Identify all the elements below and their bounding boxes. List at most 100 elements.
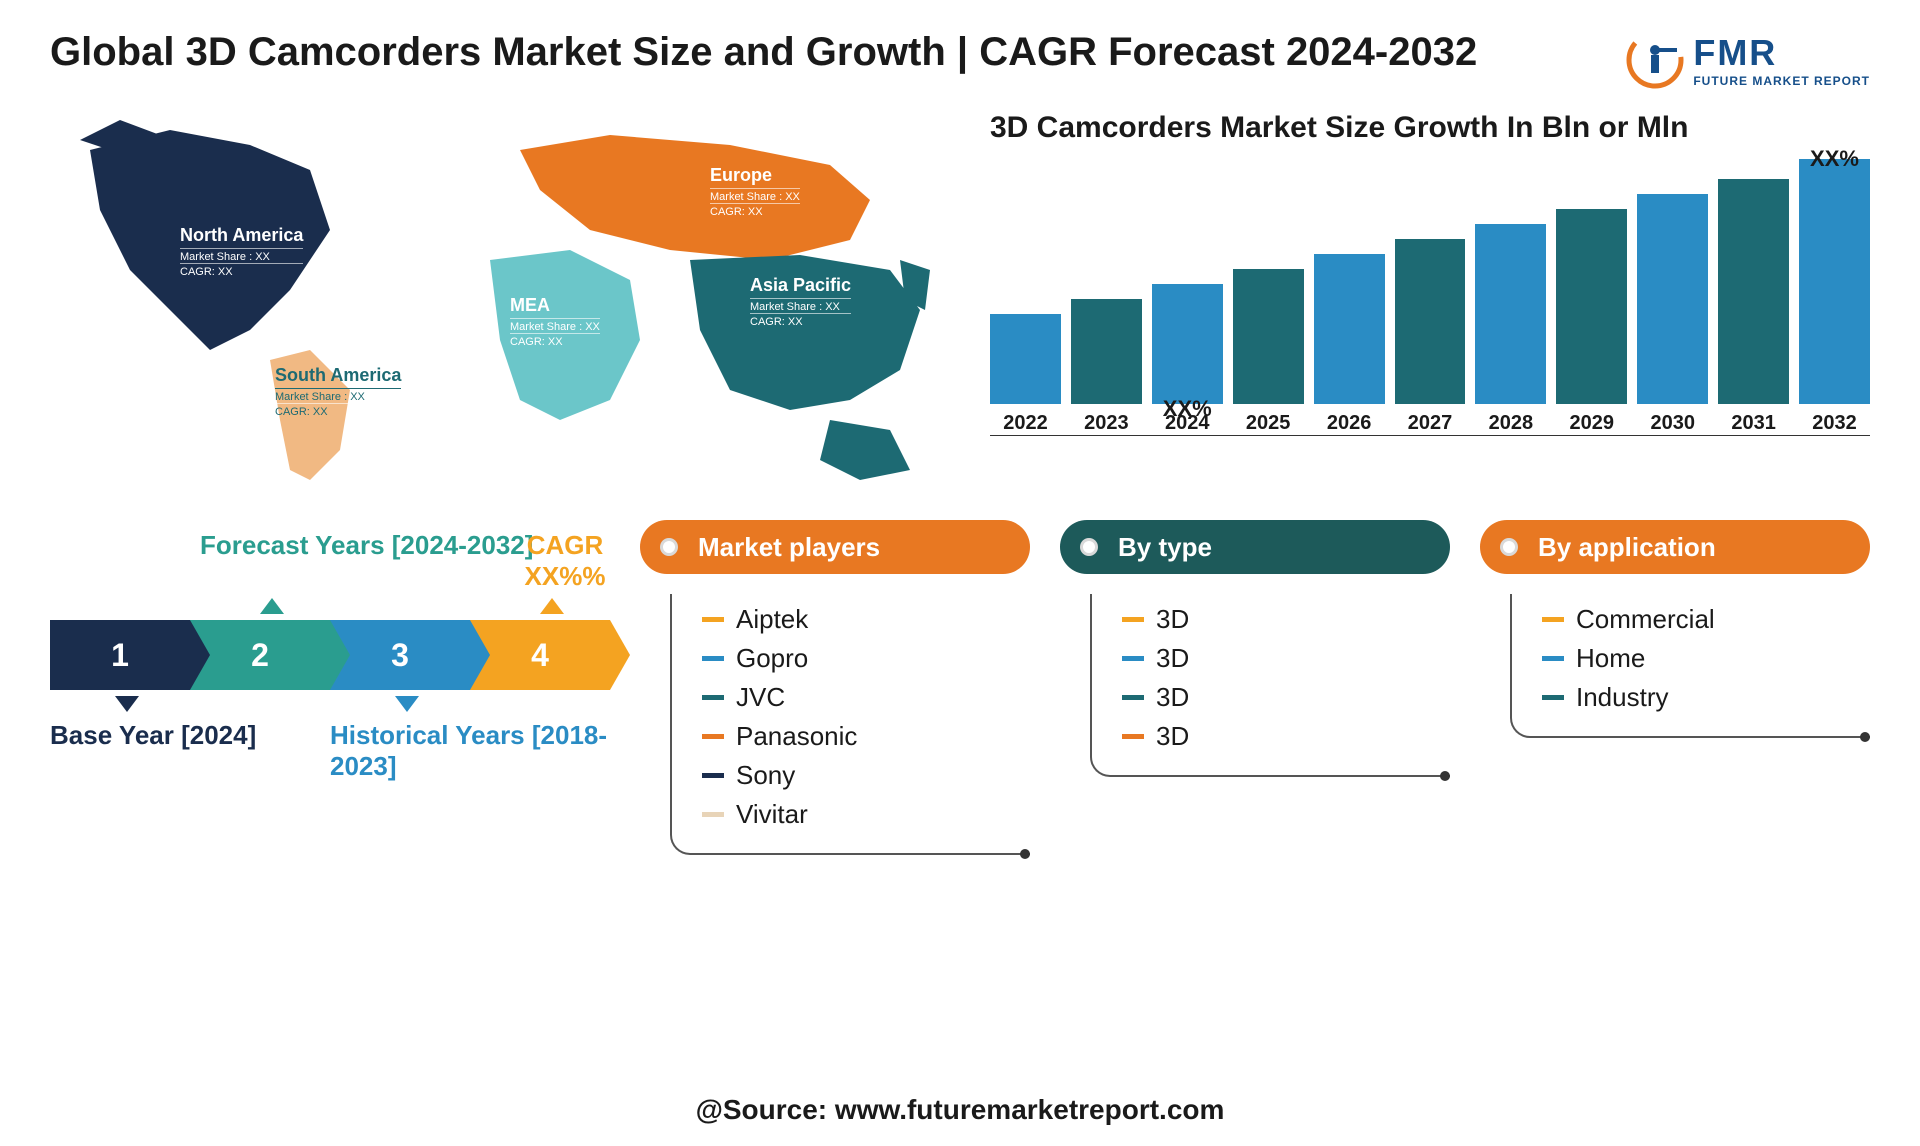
tl-arrow-4: 4: [470, 620, 610, 690]
bar-year-label: 2028: [1489, 412, 1534, 435]
region-ap-label: Asia Pacific Market Share : XX CAGR: XX: [750, 275, 851, 328]
bar-wrap: 2023: [1071, 299, 1142, 435]
bar: [1637, 194, 1708, 404]
tri-hist-icon: [395, 696, 419, 712]
category-item: Gopro: [702, 643, 1030, 674]
logo-icon: [1625, 30, 1685, 90]
bottom-row: Forecast Years [2024-2032] CAGR XX%% 1 2…: [50, 520, 1870, 855]
category-item-label: Aiptek: [736, 604, 808, 635]
category-item: 3D: [1122, 643, 1450, 674]
category-item: JVC: [702, 682, 1030, 713]
category-item-label: 3D: [1156, 721, 1189, 752]
bar: [1152, 284, 1223, 404]
bar: [1718, 179, 1789, 404]
category-mark-icon: [1122, 695, 1144, 700]
bar-wrap: 2027: [1395, 239, 1466, 435]
bar-year-label: 2027: [1408, 412, 1453, 435]
category-item-label: Gopro: [736, 643, 808, 674]
bar: [1475, 224, 1546, 404]
category-list: 3D 3D 3D 3D: [1090, 594, 1450, 777]
categories: Market players Aiptek Gopro JVC Panasonic Son…: [640, 520, 1870, 855]
category-item-label: Panasonic: [736, 721, 857, 752]
timeline: Forecast Years [2024-2032] CAGR XX%% 1 2…: [50, 520, 610, 840]
bar-year-label: 2026: [1327, 412, 1372, 435]
category-mark-icon: [1122, 734, 1144, 739]
bar: [1799, 159, 1870, 404]
fmr-logo: FMR FUTURE MARKET REPORT: [1625, 30, 1870, 90]
bar-wrap: 2031: [1718, 179, 1789, 435]
source-attribution: @Source: www.futuremarketreport.com: [0, 1094, 1920, 1126]
region-eu-shape: [520, 135, 870, 260]
category-box: By application Commercial Home Industry: [1480, 520, 1870, 855]
category-item: Aiptek: [702, 604, 1030, 635]
header: Global 3D Camcorders Market Size and Gro…: [50, 30, 1870, 90]
category-item: Panasonic: [702, 721, 1030, 752]
category-item-label: Commercial: [1576, 604, 1715, 635]
region-sa-label: South America Market Share : XX CAGR: XX: [275, 365, 401, 418]
bar-wrap: 2029: [1556, 209, 1627, 435]
tri-forecast-icon: [260, 598, 284, 614]
category-mark-icon: [1542, 695, 1564, 700]
page-title: Global 3D Camcorders Market Size and Gro…: [50, 30, 1477, 75]
category-title: By application: [1538, 532, 1716, 563]
world-map: North America Market Share : XX CAGR: XX…: [50, 110, 950, 490]
tl-label-hist: Historical Years [2018-2023]: [330, 720, 610, 782]
category-item-label: Sony: [736, 760, 795, 791]
chart-title: 3D Camcorders Market Size Growth In Bln …: [990, 110, 1870, 146]
category-item-label: 3D: [1156, 682, 1189, 713]
growth-chart: 3D Camcorders Market Size Growth In Bln …: [990, 110, 1870, 490]
bar-year-label: 2030: [1650, 412, 1695, 435]
bullet-icon: [1080, 538, 1098, 556]
category-item: Industry: [1542, 682, 1870, 713]
category-item: 3D: [1122, 682, 1450, 713]
category-mark-icon: [702, 773, 724, 778]
category-mark-icon: [1542, 617, 1564, 622]
bar-year-label: 2029: [1570, 412, 1615, 435]
bar-wrap: XX%2024: [1152, 284, 1223, 435]
bar-wrap: 2030: [1637, 194, 1708, 435]
category-box: Market players Aiptek Gopro JVC Panasonic Son…: [640, 520, 1030, 855]
bar-year-label: 2022: [1003, 412, 1048, 435]
bullet-icon: [1500, 538, 1518, 556]
category-mark-icon: [702, 812, 724, 817]
region-na-label: North America Market Share : XX CAGR: XX: [180, 225, 303, 278]
bar: [1556, 209, 1627, 404]
tl-arrow-3: 3: [330, 620, 470, 690]
category-mark-icon: [702, 734, 724, 739]
bar-year-label: 2023: [1084, 412, 1129, 435]
category-item-label: Industry: [1576, 682, 1669, 713]
logo-text-main: FMR: [1693, 32, 1870, 74]
category-item: 3D: [1122, 721, 1450, 752]
bar-wrap: 2022: [990, 314, 1061, 435]
category-title: By type: [1118, 532, 1212, 563]
category-item: Commercial: [1542, 604, 1870, 635]
category-mark-icon: [702, 617, 724, 622]
bar-wrap: 2028: [1475, 224, 1546, 435]
category-list: Commercial Home Industry: [1510, 594, 1870, 738]
region-eu-label: Europe Market Share : XX CAGR: XX: [710, 165, 800, 218]
bar-annotation: XX%: [1810, 146, 1859, 172]
logo-text: FMR FUTURE MARKET REPORT: [1693, 32, 1870, 88]
category-mark-icon: [702, 656, 724, 661]
bar-year-label: 2031: [1731, 412, 1776, 435]
bar: [1395, 239, 1466, 404]
category-item: Home: [1542, 643, 1870, 674]
category-mark-icon: [1542, 656, 1564, 661]
region-mea-label: MEA Market Share : XX CAGR: XX: [510, 295, 600, 348]
category-item: 3D: [1122, 604, 1450, 635]
category-mark-icon: [1122, 656, 1144, 661]
bar-wrap: XX%2032: [1799, 159, 1870, 435]
tl-label-cagr: CAGR XX%%: [520, 530, 610, 592]
bullet-icon: [660, 538, 678, 556]
category-title: Market players: [698, 532, 880, 563]
bar: [990, 314, 1061, 404]
bar: [1314, 254, 1385, 404]
top-row: North America Market Share : XX CAGR: XX…: [50, 110, 1870, 490]
category-item: Sony: [702, 760, 1030, 791]
bar-wrap: 2026: [1314, 254, 1385, 435]
category-mark-icon: [1122, 617, 1144, 622]
logo-text-sub: FUTURE MARKET REPORT: [1693, 74, 1870, 88]
tl-label-forecast: Forecast Years [2024-2032]: [200, 530, 533, 561]
category-header: By application: [1480, 520, 1870, 574]
bar-wrap: 2025: [1233, 269, 1304, 435]
